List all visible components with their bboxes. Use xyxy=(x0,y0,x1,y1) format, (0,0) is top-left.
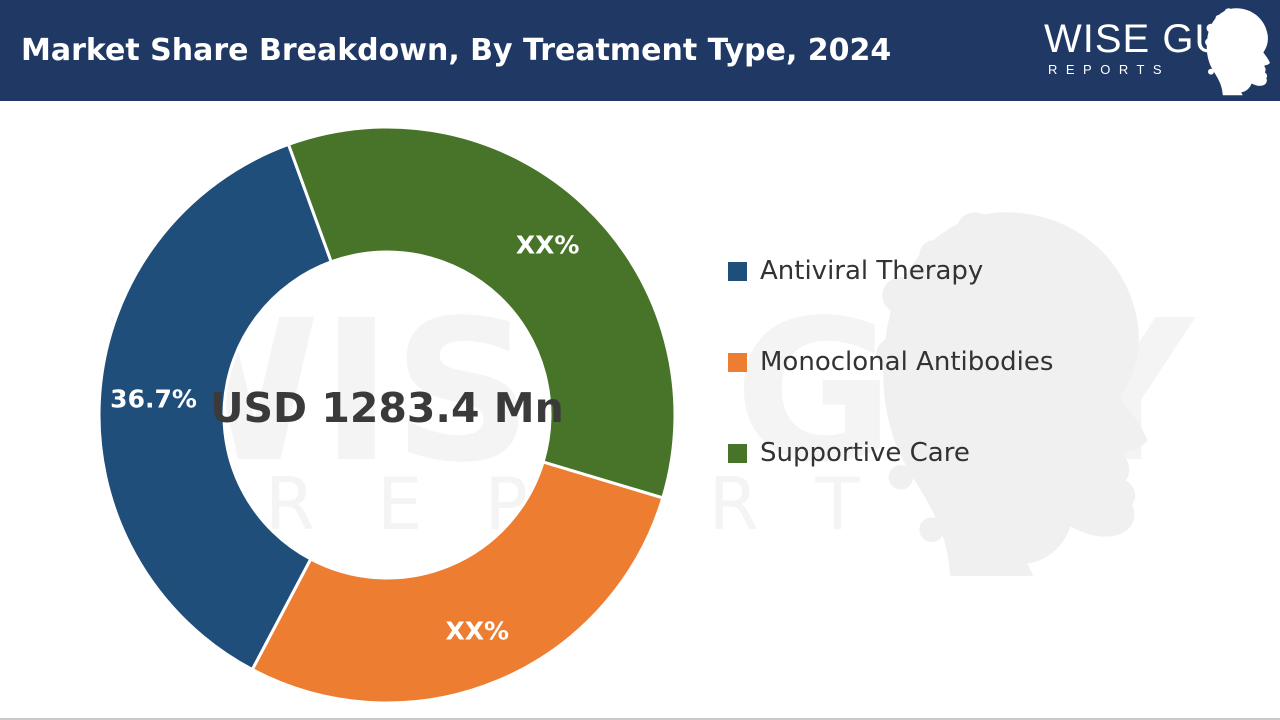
legend-swatch-monoclonal-antibodies xyxy=(728,352,747,372)
legend-label: Supportive Care xyxy=(760,438,970,468)
legend-swatch-supportive-care xyxy=(728,443,747,463)
wise-guy-logo-subtitle: REPORTS xyxy=(1048,62,1171,77)
wise-guy-head-logo-icon xyxy=(1205,8,1270,96)
legend-label: Monoclonal Antibodies xyxy=(760,347,1054,377)
chart-legend: Antiviral Therapy Monoclonal Antibodies … xyxy=(728,256,1053,468)
page-title: Market Share Breakdown, By Treatment Typ… xyxy=(21,33,892,68)
slice-monoclonal-antibodies xyxy=(250,460,665,705)
legend-item-supportive-care: Supportive Care xyxy=(728,438,1053,468)
slice-label-antiviral-therapy: 36.7% xyxy=(110,384,197,413)
legend-item-antiviral-therapy: Antiviral Therapy xyxy=(728,256,1053,286)
slice-label-supportive-care: XX% xyxy=(516,230,580,259)
donut-chart: 36.7% XX% XX% xyxy=(97,125,677,705)
legend-swatch-antiviral-therapy xyxy=(728,261,747,281)
slice-label-monoclonal-antibodies: XX% xyxy=(445,616,509,645)
legend-label: Antiviral Therapy xyxy=(760,256,984,286)
slice-supportive-care xyxy=(286,125,677,500)
chart-center-value: USD 1283.4 Mn xyxy=(210,384,564,432)
wise-guy-head-watermark-icon xyxy=(876,212,1148,576)
slice-antiviral-therapy xyxy=(97,142,334,672)
header-bar: Market Share Breakdown, By Treatment Typ… xyxy=(0,0,1280,101)
legend-item-monoclonal-antibodies: Monoclonal Antibodies xyxy=(728,347,1053,377)
